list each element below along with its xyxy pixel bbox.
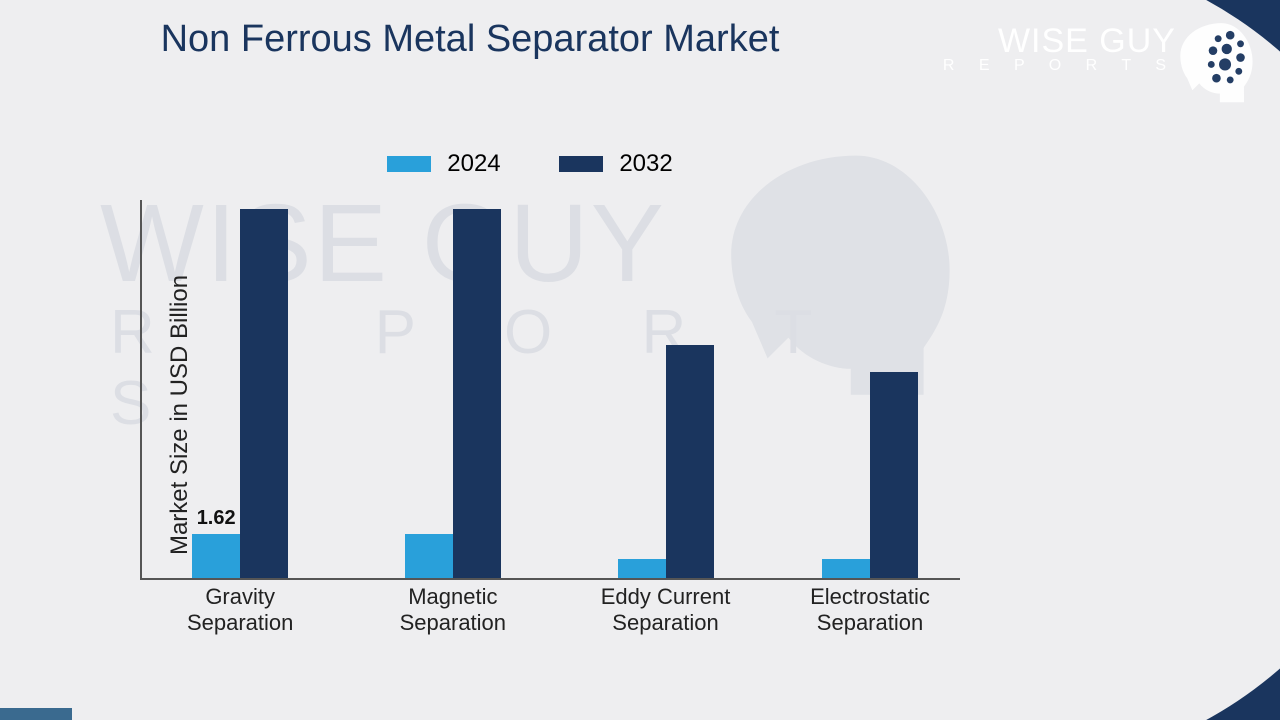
- bar-group: Electrostatic Separation: [785, 198, 955, 578]
- bar-group: 1.62Gravity Separation: [155, 198, 325, 578]
- footer-accent-bar: [0, 708, 72, 720]
- legend-swatch-2032: [559, 156, 603, 172]
- brand-name-line1: WISE GUY: [943, 22, 1176, 61]
- bar-2032: [870, 372, 918, 578]
- canvas: WISE GUY R E P O R T S Non Ferrous Metal…: [0, 0, 1280, 720]
- plot-area: 1.62Gravity Separation Magnetic Separatio…: [140, 200, 960, 580]
- category-label: Gravity Separation: [150, 584, 330, 637]
- bar-value-label: 1.62: [197, 507, 236, 530]
- bar-2024: [822, 559, 870, 578]
- legend-label-2032: 2032: [619, 150, 672, 178]
- bar-2024: [405, 534, 453, 578]
- bar-2024: [192, 534, 240, 578]
- bar-2032: [666, 345, 714, 578]
- legend: 2024 2032: [80, 150, 980, 179]
- bar-group: Eddy Current Separation: [581, 198, 751, 578]
- category-label: Eddy Current Separation: [576, 584, 756, 637]
- category-label: Magnetic Separation: [363, 584, 543, 637]
- brand-head-icon: [1170, 18, 1256, 104]
- brand-logo: WISE GUY R E P O R T S: [943, 22, 1250, 75]
- chart-area: 2024 2032 Market Size in USD Billion 1.6…: [80, 150, 980, 680]
- bar-2032: [453, 209, 501, 578]
- legend-item-2024: 2024: [387, 150, 500, 178]
- bar-2024: [618, 559, 666, 578]
- brand-name-line2: R E P O R T S: [943, 57, 1176, 75]
- chart-title: Non Ferrous Metal Separator Market: [60, 18, 880, 61]
- legend-label-2024: 2024: [447, 150, 500, 178]
- legend-swatch-2024: [387, 156, 431, 172]
- bar-2032: [240, 209, 288, 578]
- bar-group: Magnetic Separation: [368, 198, 538, 578]
- category-label: Electrostatic Separation: [780, 584, 960, 637]
- legend-item-2032: 2032: [559, 150, 672, 178]
